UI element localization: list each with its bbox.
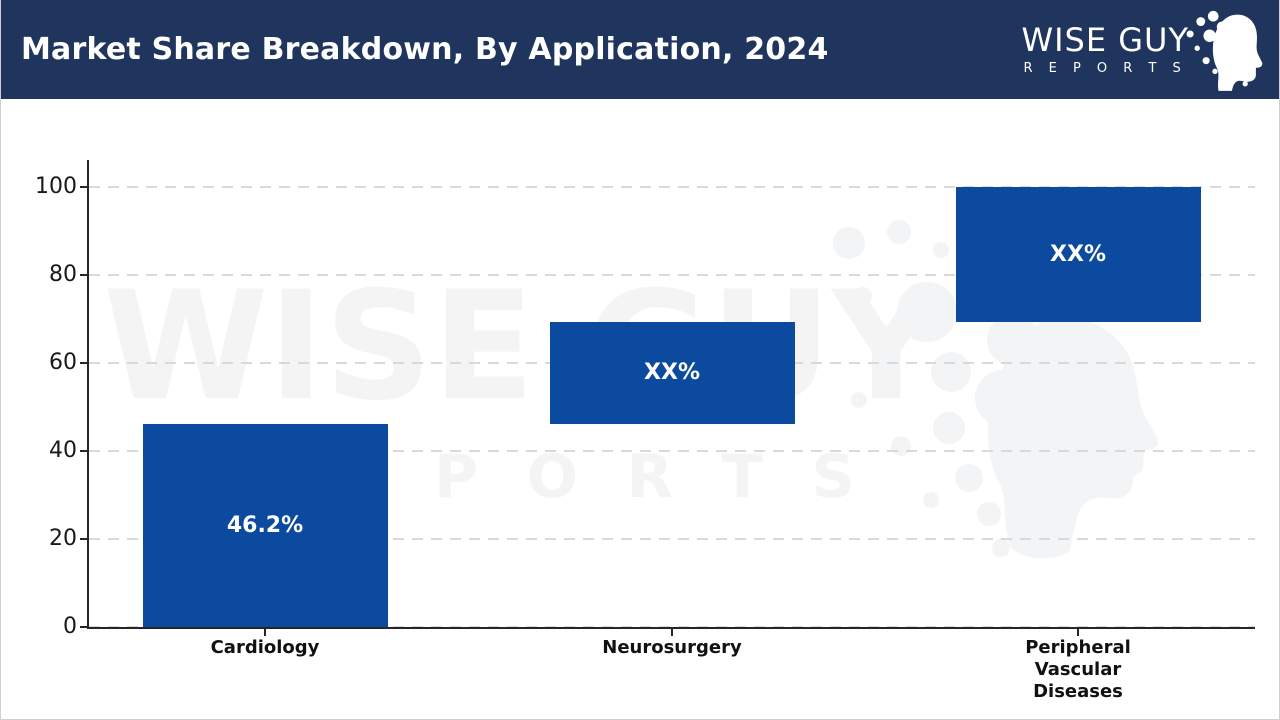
x-tick-mark bbox=[1077, 629, 1079, 636]
page-title: Market Share Breakdown, By Application, … bbox=[21, 32, 829, 67]
bar: XX% bbox=[549, 322, 795, 424]
y-axis-tick-label: 0 bbox=[63, 614, 77, 639]
y-axis-tick-label: 20 bbox=[49, 526, 77, 551]
gridline bbox=[89, 186, 1255, 188]
x-axis-spine bbox=[87, 627, 1255, 629]
y-tick-mark bbox=[80, 186, 88, 188]
bar: XX% bbox=[955, 187, 1201, 323]
y-axis-tick-label: 100 bbox=[35, 174, 77, 199]
x-tick-mark bbox=[264, 629, 266, 636]
y-axis-tick-label: 80 bbox=[49, 262, 77, 287]
bar-value-label: XX% bbox=[1050, 242, 1106, 268]
header: Market Share Breakdown, By Application, … bbox=[1, 0, 1279, 99]
logo-text: WISE GUY R E P O R T S bbox=[1021, 24, 1189, 76]
gridline bbox=[89, 450, 1255, 452]
logo-tagline: R E P O R T S bbox=[1023, 60, 1187, 76]
y-tick-mark bbox=[80, 274, 88, 276]
x-tick-mark bbox=[671, 629, 673, 636]
logo-face-icon bbox=[1186, 10, 1263, 91]
y-tick-mark bbox=[80, 450, 88, 452]
bar-value-label: 46.2% bbox=[226, 512, 304, 538]
logo-name: WISE GUY bbox=[1021, 20, 1189, 59]
y-tick-mark bbox=[80, 538, 88, 540]
category-label: Cardiology bbox=[210, 637, 320, 658]
y-axis-tick-label: 60 bbox=[49, 350, 77, 375]
y-axis-spine bbox=[87, 160, 89, 629]
y-tick-mark bbox=[80, 362, 88, 364]
wise-guy-logo: WISE GUY R E P O R T S bbox=[1021, 7, 1263, 93]
category-label: Neurosurgery bbox=[602, 637, 742, 658]
y-axis-tick-label: 40 bbox=[49, 438, 77, 463]
gridline bbox=[89, 274, 1255, 276]
bar-value-label: XX% bbox=[644, 360, 700, 386]
gridline bbox=[89, 538, 1255, 540]
bar: 46.2% bbox=[142, 423, 388, 627]
category-label: Peripheral Vascular Diseases bbox=[1025, 637, 1131, 702]
y-tick-mark bbox=[80, 626, 88, 628]
